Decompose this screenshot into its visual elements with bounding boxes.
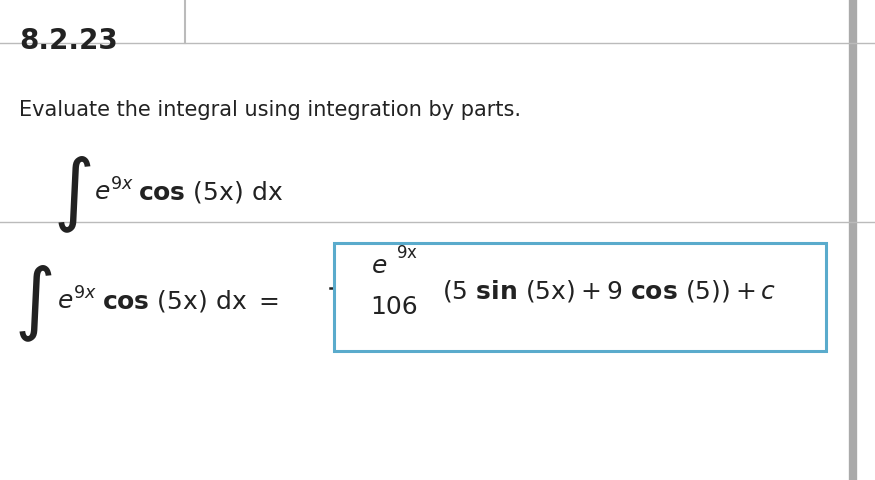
Text: Evaluate the integral using integration by parts.: Evaluate the integral using integration … [19, 100, 522, 120]
Text: $\int$: $\int$ [52, 154, 91, 235]
Text: 8.2.23: 8.2.23 [19, 27, 118, 55]
Text: $\mathbf{cos}\ \mathsf{(5x)\ dx}$: $\mathbf{cos}\ \mathsf{(5x)\ dx}$ [138, 179, 284, 205]
Text: $\int$: $\int$ [14, 263, 52, 344]
Text: $e^{9x}$: $e^{9x}$ [94, 179, 135, 205]
Text: $\mathbf{cos}\ \mathsf{(5x)\ dx\ =}$: $\mathbf{cos}\ \mathsf{(5x)\ dx\ =}$ [102, 288, 279, 314]
Text: $\mathsf{9x}$: $\mathsf{9x}$ [396, 244, 417, 262]
Text: $e^{9x}$: $e^{9x}$ [57, 288, 97, 314]
Text: 106: 106 [370, 295, 417, 319]
Text: $e$: $e$ [371, 254, 388, 278]
Text: $(5\ \mathbf{sin}\ \mathsf{(5x)} + 9\ \mathbf{cos}\ \mathsf{(5)}) + c$: $(5\ \mathbf{sin}\ \mathsf{(5x)} + 9\ \m… [442, 278, 776, 304]
